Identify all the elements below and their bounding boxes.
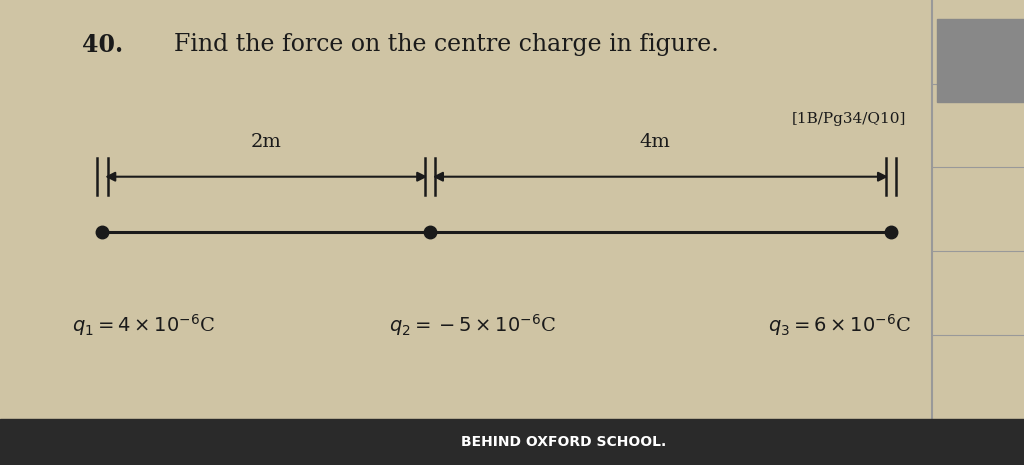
- Text: Find the force on the centre charge in figure.: Find the force on the centre charge in f…: [174, 33, 719, 55]
- Text: $q_2 = -5\times10^{-6}$C: $q_2 = -5\times10^{-6}$C: [389, 312, 556, 339]
- Text: $q_3 = 6\times10^{-6}$C: $q_3 = 6\times10^{-6}$C: [768, 312, 911, 339]
- Bar: [937, 19, 1024, 102]
- Text: 40.: 40.: [82, 33, 123, 57]
- Bar: [0, 418, 1024, 465]
- Text: BEHIND OXFORD SCHOOL.: BEHIND OXFORD SCHOOL.: [461, 435, 666, 449]
- Text: 2m: 2m: [251, 133, 282, 151]
- Text: 4m: 4m: [640, 133, 671, 151]
- Text: [1B/Pg34/Q10]: [1B/Pg34/Q10]: [792, 112, 906, 126]
- Text: $q_1 = 4\times10^{-6}$C: $q_1 = 4\times10^{-6}$C: [72, 312, 215, 339]
